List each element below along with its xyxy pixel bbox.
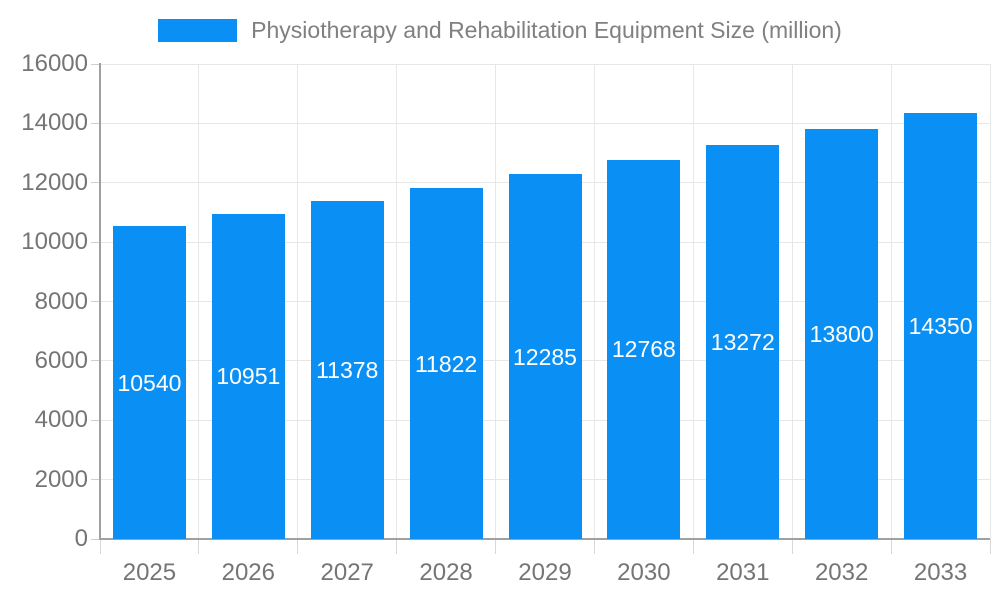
bar[interactable] — [112, 226, 186, 539]
gridline-vertical — [396, 64, 398, 539]
bar[interactable] — [706, 144, 780, 539]
gridline-vertical — [791, 64, 793, 539]
y-axis-line — [99, 63, 101, 539]
gridline-horizontal — [100, 122, 990, 124]
bar[interactable] — [310, 201, 384, 539]
x-axis-tick — [791, 539, 793, 554]
bar[interactable] — [904, 112, 978, 539]
x-axis-tick-label: 2028 — [419, 559, 473, 586]
legend[interactable]: Physiotherapy and Rehabilitation Equipme… — [0, 15, 1000, 45]
gridline-vertical — [692, 64, 694, 539]
y-axis-tick-label: 14000 — [21, 109, 88, 137]
gridline-vertical — [593, 64, 595, 539]
x-axis-tick — [890, 539, 892, 554]
bar[interactable] — [607, 159, 681, 539]
x-axis-tick-label: 2027 — [320, 559, 374, 586]
x-axis-tick-label: 2025 — [122, 559, 177, 586]
y-axis-tick-label: 16000 — [21, 50, 88, 77]
y-axis-tick — [91, 241, 100, 243]
y-axis-tick-label: 8000 — [34, 287, 88, 315]
x-axis-tick — [396, 539, 398, 554]
y-axis-tick — [91, 360, 100, 362]
y-axis-tick-label: 6000 — [34, 346, 88, 374]
y-axis-tick — [91, 301, 100, 302]
x-axis-tick-label: 2030 — [617, 559, 671, 586]
x-axis-tick — [297, 539, 299, 554]
y-axis-tick — [91, 182, 100, 184]
gridline-vertical — [890, 64, 892, 539]
y-axis-tick-label: 2000 — [34, 465, 88, 493]
y-axis-tick-label: 10000 — [21, 228, 88, 256]
legend-swatch-icon — [158, 18, 238, 42]
gridline-vertical — [297, 64, 299, 539]
y-axis-tick-label: 12000 — [21, 168, 88, 196]
x-axis-tick-label: 2026 — [221, 559, 275, 586]
gridline-vertical — [989, 64, 991, 539]
y-axis-tick-label: 4000 — [34, 406, 88, 434]
x-axis-tick — [989, 539, 991, 554]
y-axis-tick — [91, 419, 100, 421]
bar[interactable] — [211, 213, 285, 539]
gridline-vertical — [495, 64, 497, 539]
bar[interactable] — [508, 174, 582, 539]
y-axis-tick-label: 0 — [74, 525, 88, 552]
x-axis-tick — [593, 539, 595, 554]
x-axis-tick — [495, 539, 497, 554]
y-axis-tick — [91, 63, 100, 65]
bar[interactable] — [805, 129, 879, 539]
x-axis-line — [99, 538, 990, 540]
x-axis-tick — [99, 539, 101, 554]
x-axis-tick-label: 2033 — [913, 559, 968, 586]
y-axis-tick — [91, 479, 100, 481]
gridline-vertical — [198, 64, 200, 539]
y-axis-tick — [91, 538, 100, 540]
gridline-horizontal — [100, 63, 990, 65]
y-axis-tick — [91, 122, 100, 124]
x-axis-tick — [692, 539, 694, 554]
bar[interactable] — [409, 188, 483, 539]
legend-label: Physiotherapy and Rehabilitation Equipme… — [251, 17, 842, 43]
x-axis-tick-label: 2032 — [814, 559, 869, 586]
x-axis-tick-label: 2031 — [716, 559, 770, 586]
x-axis-tick — [198, 539, 200, 554]
x-axis-tick-label: 2029 — [518, 559, 572, 586]
